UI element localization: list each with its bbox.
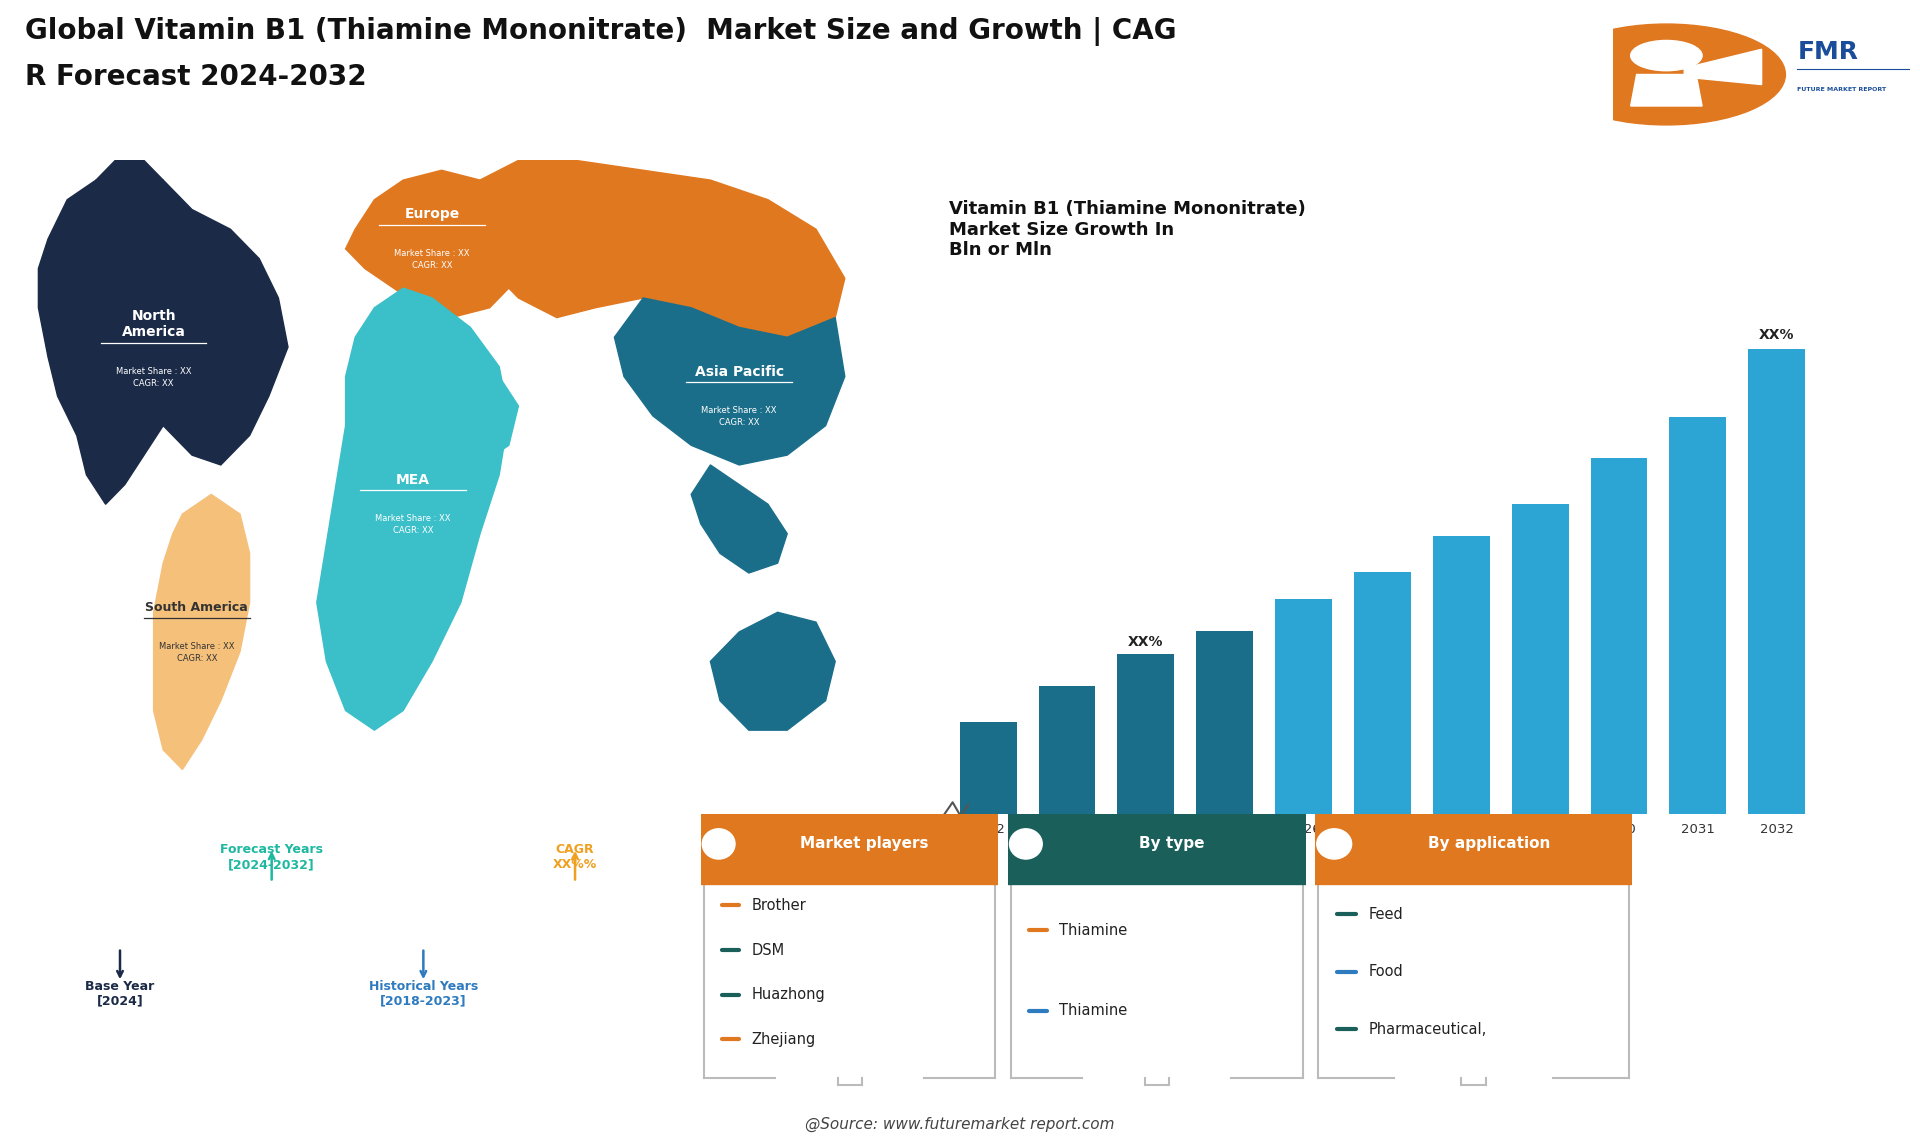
Polygon shape: [346, 171, 528, 317]
Polygon shape: [442, 337, 518, 465]
Polygon shape: [38, 171, 288, 504]
Text: Pharmaceutical,: Pharmaceutical,: [1369, 1021, 1488, 1036]
Circle shape: [1317, 829, 1352, 860]
Bar: [1275, 599, 1332, 814]
Bar: [1590, 458, 1647, 814]
Text: XX%: XX%: [1759, 328, 1795, 342]
Text: Zhejiang: Zhejiang: [751, 1031, 816, 1046]
Text: Base Year
[2024]: Base Year [2024]: [84, 980, 156, 1007]
Text: Brother: Brother: [751, 898, 806, 913]
Polygon shape: [317, 288, 509, 730]
Bar: [1196, 631, 1254, 814]
Text: Huazhong: Huazhong: [751, 987, 826, 1002]
Circle shape: [1548, 24, 1786, 125]
Bar: [960, 722, 1016, 814]
Bar: [1039, 686, 1094, 814]
Bar: [1670, 417, 1726, 814]
Text: By application: By application: [1428, 837, 1551, 851]
Text: 3: 3: [415, 916, 432, 935]
Circle shape: [1630, 40, 1701, 71]
Text: Europe: Europe: [405, 207, 459, 221]
Bar: [1511, 503, 1569, 814]
Polygon shape: [710, 612, 835, 730]
Text: @Source: www.futuremarket report.com: @Source: www.futuremarket report.com: [804, 1117, 1116, 1132]
Text: MEA: MEA: [396, 472, 430, 487]
FancyBboxPatch shape: [996, 802, 1317, 885]
Text: Forecast Years
[2024-2032]: Forecast Years [2024-2032]: [221, 843, 323, 871]
Text: Thiamine: Thiamine: [1058, 1003, 1127, 1018]
Text: North
America: North America: [121, 309, 186, 339]
Polygon shape: [1684, 49, 1763, 85]
Bar: [1432, 535, 1490, 814]
Text: 4: 4: [566, 916, 584, 935]
Text: Asia Pacific: Asia Pacific: [695, 364, 783, 378]
Text: FUTURE MARKET REPORT: FUTURE MARKET REPORT: [1797, 87, 1887, 92]
Polygon shape: [1630, 74, 1701, 107]
Circle shape: [1010, 829, 1043, 860]
Text: Thiamine: Thiamine: [1058, 923, 1127, 937]
Text: Historical Years
[2018-2023]: Historical Years [2018-2023]: [369, 980, 478, 1007]
Text: XX%: XX%: [1129, 635, 1164, 649]
Polygon shape: [691, 465, 787, 573]
Text: Market Share : XX
CAGR: XX: Market Share : XX CAGR: XX: [374, 515, 451, 535]
Circle shape: [703, 829, 735, 860]
Text: CAGR
XX%%: CAGR XX%%: [553, 843, 597, 871]
Text: 2: 2: [263, 916, 280, 935]
Text: Global Vitamin B1 (Thiamine Mononitrate)  Market Size and Growth | CAG: Global Vitamin B1 (Thiamine Mononitrate)…: [25, 17, 1177, 46]
Bar: [1749, 348, 1805, 814]
Text: 1: 1: [111, 916, 129, 935]
Text: Market Share : XX
CAGR: XX: Market Share : XX CAGR: XX: [701, 406, 778, 426]
Text: By type: By type: [1139, 837, 1204, 851]
Text: Market players: Market players: [801, 837, 929, 851]
Text: DSM: DSM: [751, 942, 785, 958]
Text: FMR: FMR: [1797, 40, 1859, 64]
Polygon shape: [480, 160, 845, 337]
Text: Food: Food: [1369, 964, 1404, 979]
Text: Vitamin B1 (Thiamine Mononitrate)
Market Size Growth In
Bln or Mln: Vitamin B1 (Thiamine Mononitrate) Market…: [948, 199, 1306, 259]
Bar: [1354, 572, 1411, 814]
FancyBboxPatch shape: [689, 802, 1010, 885]
Bar: [1117, 654, 1175, 814]
Polygon shape: [154, 494, 250, 769]
Text: South America: South America: [146, 602, 248, 614]
Text: Market Share : XX
CAGR: XX: Market Share : XX CAGR: XX: [159, 642, 234, 662]
Text: Market Share : XX
CAGR: XX: Market Share : XX CAGR: XX: [115, 367, 192, 387]
Polygon shape: [96, 160, 163, 199]
Text: R Forecast 2024-2032: R Forecast 2024-2032: [25, 63, 367, 91]
Text: Feed: Feed: [1369, 906, 1404, 921]
Polygon shape: [614, 298, 845, 465]
Text: Market Share : XX
CAGR: XX: Market Share : XX CAGR: XX: [394, 249, 470, 269]
FancyBboxPatch shape: [1302, 802, 1645, 885]
